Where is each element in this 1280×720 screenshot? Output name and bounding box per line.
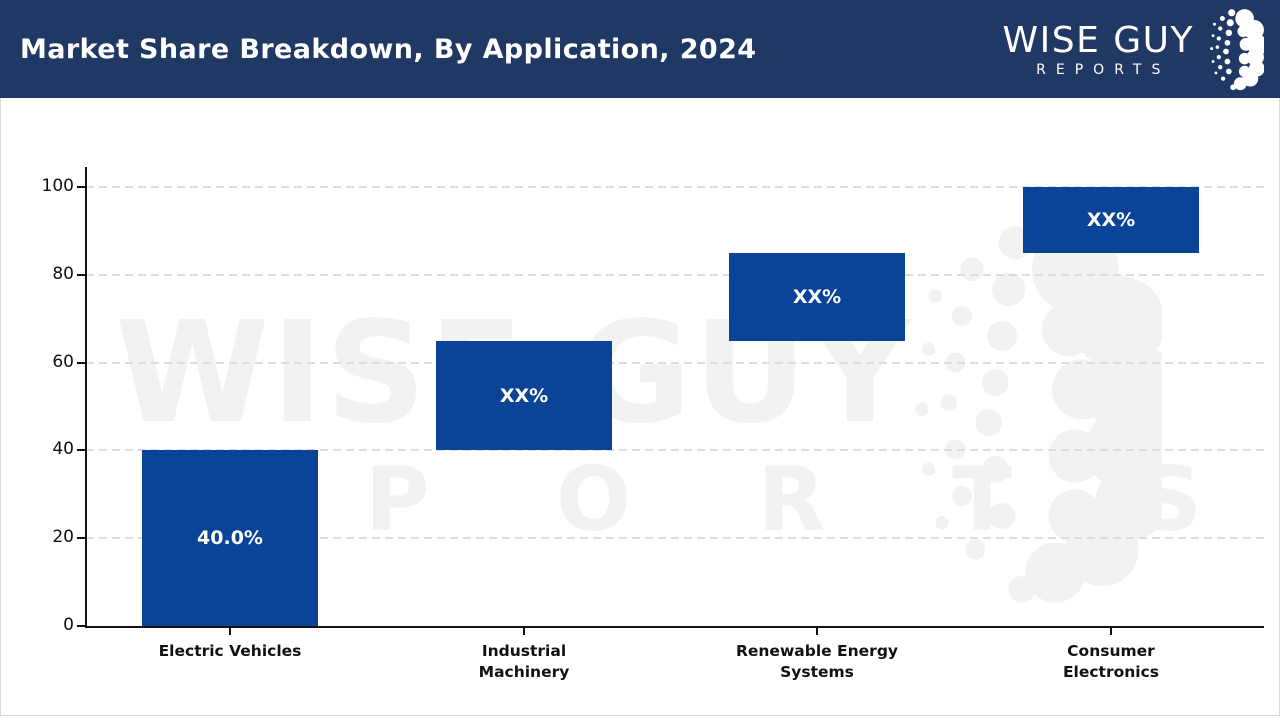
- y-axis-tickmark: [77, 537, 85, 540]
- category-label-line: Systems: [780, 663, 854, 681]
- gridline-y-20: [86, 537, 1264, 540]
- y-axis-tick-label: 80: [52, 263, 74, 284]
- bar-consumer-electronics: XX%: [1023, 187, 1199, 253]
- y-axis-tickmark: [77, 361, 85, 364]
- category-label-line: Renewable Energy: [735, 642, 899, 660]
- category-label-line: Electric Vehicles: [158, 642, 302, 660]
- category-label-line: Electronics: [1062, 663, 1160, 681]
- watermark-face-dot-cluster: [915, 226, 1162, 603]
- y-axis-tick-label: 0: [63, 615, 74, 635]
- y-axis-tickmark: [77, 186, 85, 188]
- gridline-y-80: [86, 273, 1264, 276]
- bar-value-label: XX%: [499, 384, 549, 407]
- x-axis-category-label: Renewable Energy Systems: [707, 641, 927, 683]
- face-dot-cluster: [1210, 9, 1264, 91]
- x-axis-tickmark: [816, 628, 818, 635]
- category-label-line: Industrial: [481, 642, 567, 660]
- gridline-y-40: [86, 449, 1264, 452]
- x-axis-tickmark: [523, 628, 525, 635]
- y-axis-tick-label: 60: [52, 351, 74, 372]
- x-axis-tickmark: [229, 628, 231, 635]
- x-axis-line: [85, 626, 1264, 628]
- gridline-y-100: [86, 186, 1264, 188]
- bar-value-label: 40.0%: [197, 527, 263, 550]
- header-bar: Market Share Breakdown, By Application, …: [0, 0, 1280, 98]
- watermark-face-icon: [915, 226, 1162, 603]
- bar-renewable-energy-systems: XX%: [729, 252, 905, 341]
- y-axis-tick-label: 20: [52, 527, 74, 548]
- wiseguy-logo: WISE GUY REPORTS: [1002, 8, 1264, 92]
- wiseguy-logo-text: WISE GUY REPORTS: [1002, 20, 1195, 78]
- logo-wordmark: WISE GUY: [1002, 20, 1194, 61]
- y-axis-tickmark: [77, 273, 85, 276]
- logo-subtitle: REPORTS: [1036, 62, 1171, 78]
- x-axis-category-label: Consumer Electronics: [1001, 641, 1221, 683]
- bar-value-label: XX%: [792, 285, 842, 308]
- x-axis-tickmark: [1110, 628, 1112, 635]
- bar-value-label: XX%: [1086, 208, 1136, 231]
- y-axis-tickmark: [77, 625, 85, 627]
- wiseguy-face-icon: [1210, 9, 1264, 91]
- x-axis-category-label: Electric Vehicles: [120, 641, 340, 662]
- y-axis-tickmark: [77, 449, 85, 452]
- category-label-line: Consumer: [1067, 642, 1155, 660]
- bar-industrial-machinery: XX%: [436, 340, 612, 451]
- x-axis-category-label: Industrial Machinery: [414, 641, 634, 683]
- gridline-y-60: [86, 361, 1264, 364]
- category-label-line: Machinery: [478, 663, 570, 681]
- y-axis-tick-label: 40: [52, 439, 74, 460]
- y-axis-tick-label: 100: [41, 176, 74, 196]
- bar-electric-vehicles: 40.0%: [142, 450, 318, 626]
- y-axis-line: [85, 167, 87, 628]
- page-title: Market Share Breakdown, By Application, …: [20, 33, 757, 65]
